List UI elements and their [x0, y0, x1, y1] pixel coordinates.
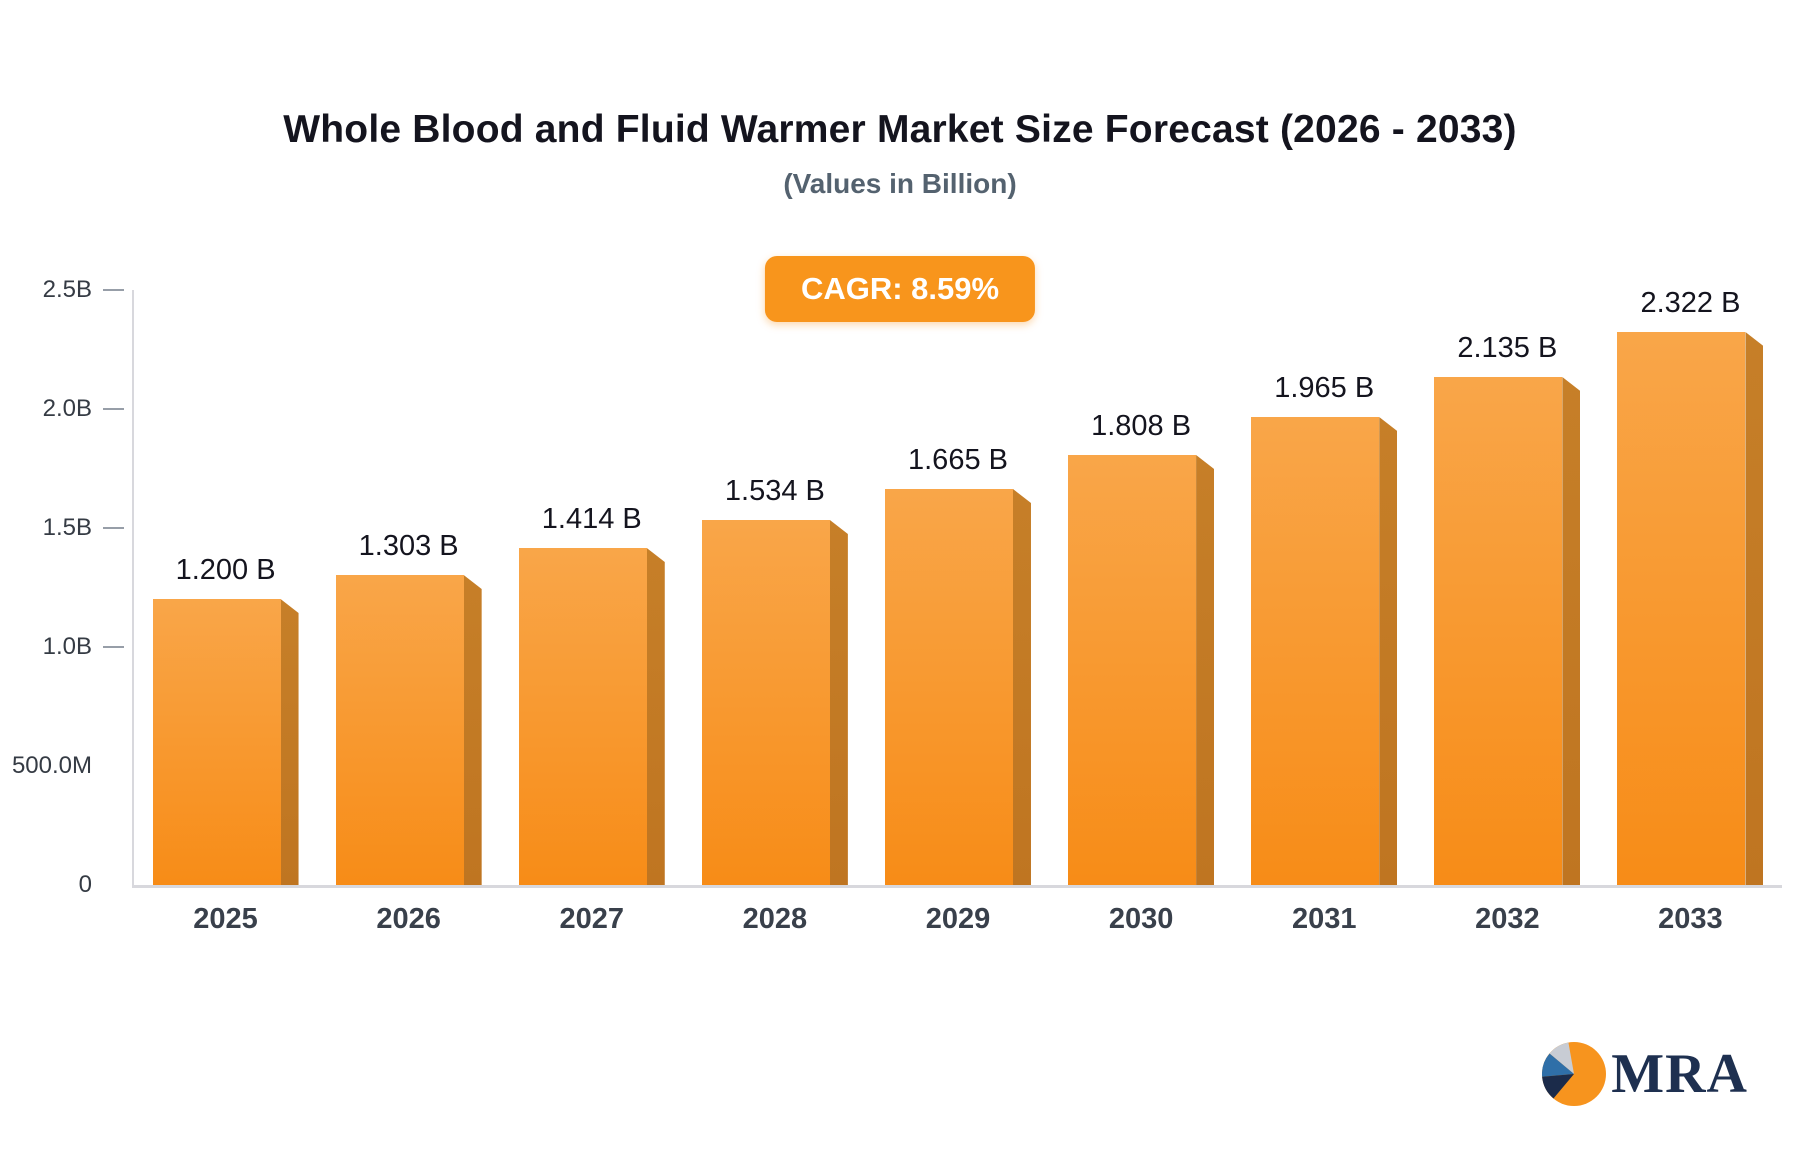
y-axis-tick: 1.0B	[0, 633, 124, 661]
y-axis-tick-label: 0	[78, 871, 92, 898]
bar-value-label: 2.135 B	[1457, 332, 1558, 364]
bar-group: 1.808 B 2030	[1050, 290, 1233, 935]
bar-3d-side	[1196, 455, 1215, 885]
y-axis-tick-label: 1.5B	[42, 514, 92, 541]
bar	[1434, 377, 1563, 885]
bar-value-label: 1.965 B	[1274, 372, 1375, 404]
x-axis-label: 2030	[1108, 903, 1174, 935]
bar-3d-side	[280, 599, 299, 885]
y-axis-tick-label: 1.0B	[42, 633, 92, 660]
y-axis-tick: 0	[0, 871, 124, 899]
bar-3d-side	[1745, 332, 1764, 885]
bar-value-label: 1.414 B	[541, 503, 642, 535]
x-axis-label: 2029	[925, 903, 991, 935]
y-axis-tick-label: 2.5B	[42, 276, 92, 303]
bar-value-label: 1.808 B	[1091, 410, 1192, 442]
x-axis-label: 2027	[559, 903, 625, 935]
bar-3d-side	[1562, 377, 1581, 885]
bar-3d-side	[1012, 489, 1031, 885]
x-axis-label: 2025	[193, 903, 258, 935]
bar-group: 1.965 B 2031	[1233, 290, 1416, 935]
bar	[1617, 332, 1746, 885]
bar-value-label: 1.303 B	[358, 530, 459, 562]
y-axis-tick-mark	[103, 408, 124, 410]
bar	[518, 548, 647, 885]
x-axis-label: 2026	[376, 903, 441, 935]
y-axis-tick: 2.0B	[0, 395, 124, 423]
y-axis-tick-mark	[103, 646, 124, 648]
cagr-badge: CAGR: 8.59%	[764, 256, 1036, 322]
bar-group: 1.665 B 2029	[866, 290, 1049, 935]
bar-group: 2.135 B 2032	[1416, 290, 1599, 935]
bar	[884, 489, 1013, 885]
mra-logo: MRA	[1542, 1042, 1748, 1106]
chart-title: Whole Blood and Fluid Warmer Market Size…	[283, 108, 1517, 151]
y-axis: 0 500.0M 1.0B 1.5B 2.0B 2.5B	[0, 276, 124, 898]
y-axis-tick: 2.5B	[0, 276, 124, 304]
x-axis-label: 2031	[1291, 903, 1357, 935]
mra-logo-text: MRA	[1611, 1043, 1748, 1105]
bar-3d-side	[829, 520, 848, 885]
chart-subtitle: (Values in Billion)	[783, 168, 1017, 199]
bar-group: 1.200 B 2025	[134, 290, 317, 935]
bar-3d-side	[463, 575, 482, 885]
bar-value-label: 1.200 B	[175, 554, 276, 586]
y-axis-tick-mark	[103, 527, 124, 529]
bar	[1068, 455, 1197, 885]
bar-group: 1.303 B 2026	[317, 290, 500, 935]
y-axis-tick-label: 500.0M	[11, 752, 92, 779]
plot-area: 1.200 B 2025 1.303 B 2026 1.414 B 2027 1.534 B…	[132, 287, 1782, 935]
bar-3d-side	[646, 548, 665, 885]
bar	[701, 520, 830, 885]
mra-logo-icon	[1542, 1042, 1607, 1106]
bar	[335, 575, 464, 885]
bar-value-label: 1.534 B	[724, 475, 825, 507]
x-axis-label: 2032	[1475, 903, 1540, 935]
bar-group: 1.534 B 2028	[683, 290, 866, 935]
bar-group: 2.322 B 2033	[1599, 287, 1782, 935]
bar-value-label: 1.665 B	[908, 444, 1008, 476]
bar-group: 1.414 B 2027	[500, 290, 683, 935]
bar	[152, 599, 281, 885]
bar	[1251, 417, 1380, 885]
y-axis-tick: 500.0M	[0, 752, 124, 780]
bar-3d-side	[1379, 417, 1398, 885]
y-axis-tick: 1.5B	[0, 514, 124, 542]
y-axis-tick-mark	[103, 289, 124, 291]
x-axis-label: 2033	[1658, 903, 1723, 935]
x-axis-label: 2028	[742, 903, 808, 935]
y-axis-tick-label: 2.0B	[42, 395, 92, 422]
bar-value-label: 2.322 B	[1640, 287, 1741, 319]
